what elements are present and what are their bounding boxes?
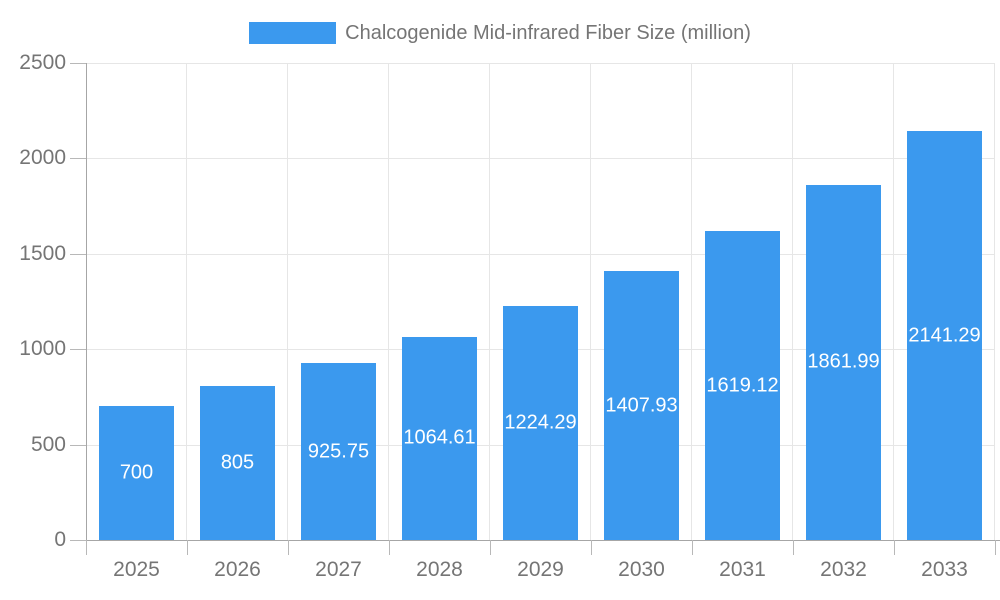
x-axis-tick [86, 540, 87, 555]
y-axis-tick-label: 1000 [19, 337, 66, 361]
y-axis-tick [70, 63, 86, 64]
x-axis-tick-label: 2030 [618, 558, 665, 581]
h-gridline [86, 63, 995, 64]
x-axis-tick [389, 540, 390, 555]
bar[interactable]: 1224.29 [503, 306, 578, 540]
x-axis-tick [894, 540, 895, 555]
x-axis-tick [793, 540, 794, 555]
bar[interactable]: 1619.12 [705, 231, 780, 540]
bar-value-label: 1064.61 [403, 426, 476, 449]
v-gridline [186, 63, 187, 540]
bar[interactable]: 1407.93 [604, 271, 679, 540]
x-axis-line [70, 540, 1000, 541]
y-axis-tick [70, 158, 86, 160]
bar[interactable]: 805 [200, 386, 275, 540]
v-gridline [792, 63, 793, 540]
y-axis-tick [70, 349, 86, 351]
v-gridline [691, 63, 692, 540]
y-axis-line [86, 63, 87, 555]
y-axis-tick-label: 2500 [19, 51, 66, 74]
x-axis-tick-label: 2029 [517, 558, 564, 581]
v-gridline [287, 63, 288, 540]
v-gridline [590, 63, 591, 540]
y-axis-tick [70, 253, 86, 255]
v-gridline [994, 63, 995, 540]
x-axis-tick-label: 2027 [315, 558, 362, 581]
x-axis-tick-label: 2032 [820, 558, 867, 581]
bar-value-label: 925.75 [307, 440, 370, 463]
bar[interactable]: 700 [99, 406, 174, 540]
x-axis-tick [490, 540, 491, 555]
bar-value-label: 1224.29 [504, 411, 577, 434]
y-axis-tick [70, 444, 86, 446]
legend[interactable]: Chalcogenide Mid-infrared Fiber Size (mi… [0, 21, 1000, 45]
bar[interactable]: 1861.99 [806, 184, 881, 540]
v-gridline [893, 63, 894, 540]
y-axis-tick-label: 500 [30, 432, 66, 456]
x-axis-tick [995, 540, 996, 555]
v-gridline [489, 63, 490, 540]
y-axis-tick-label: 2000 [19, 146, 66, 170]
bar-value-label: 805 [220, 451, 255, 474]
plot-area: 700 805 925.75 1064.61 1224.29 1407.93 1619.12… [86, 63, 995, 540]
x-axis-tick-label: 2028 [416, 558, 463, 581]
x-axis-tick-label: 2033 [921, 558, 968, 581]
x-axis-tick-label: 2031 [719, 558, 766, 581]
x-axis-tick [187, 540, 188, 555]
bar-value-label: 2141.29 [908, 324, 981, 347]
y-axis-tick [70, 540, 86, 541]
bar-value-label: 1407.93 [605, 394, 678, 417]
bar-value-label: 700 [119, 461, 154, 484]
y-axis-tick-label: 1500 [19, 241, 66, 265]
x-axis-tick [692, 540, 693, 555]
x-axis-tick-label: 2025 [113, 558, 160, 581]
v-gridline [388, 63, 389, 540]
h-gridline [86, 253, 995, 255]
x-axis-tick [591, 540, 592, 555]
legend-label: Chalcogenide Mid-infrared Fiber Size (mi… [345, 21, 751, 44]
legend-swatch-icon [249, 22, 337, 44]
x-axis-tick-label: 2026 [214, 558, 261, 581]
bar-value-label: 1619.12 [706, 374, 779, 397]
h-gridline [86, 158, 995, 160]
bar[interactable]: 1064.61 [402, 336, 477, 540]
bar-value-label: 1861.99 [807, 350, 880, 373]
bar[interactable]: 925.75 [301, 363, 376, 540]
x-axis-tick [288, 540, 289, 555]
y-axis-tick-label: 0 [54, 528, 66, 551]
bar[interactable]: 2141.29 [907, 131, 982, 540]
